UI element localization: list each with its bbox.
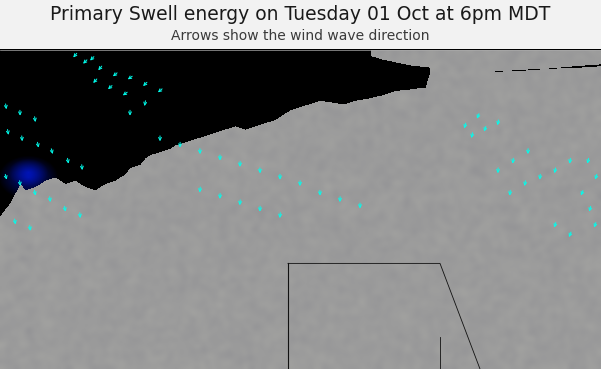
- Text: Arrows show the wind wave direction: Arrows show the wind wave direction: [171, 29, 430, 43]
- Text: Primary Swell energy on Tuesday 01 Oct at 6pm MDT: Primary Swell energy on Tuesday 01 Oct a…: [50, 5, 551, 24]
